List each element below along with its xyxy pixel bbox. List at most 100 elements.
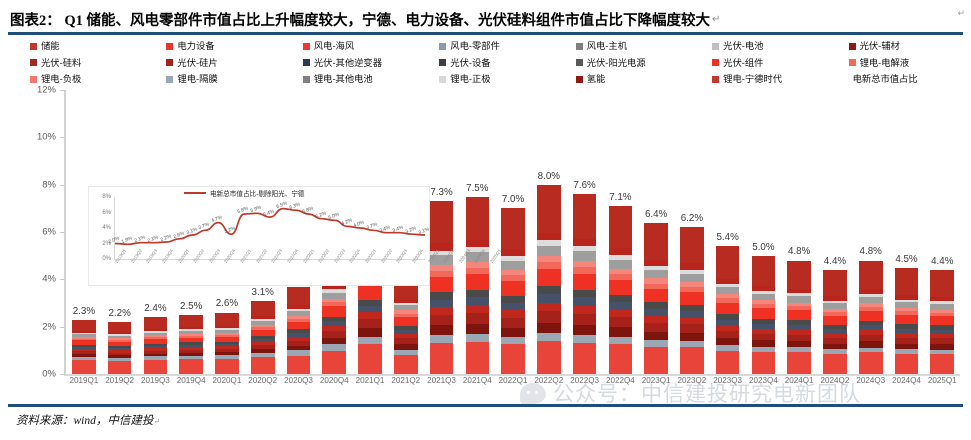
bar-segment: [215, 355, 239, 359]
bar-value-label: 7.1%: [609, 191, 632, 203]
bar-segment: [537, 286, 561, 295]
legend-item[interactable]: 储能: [8, 41, 144, 51]
bar-segment: [393, 298, 418, 303]
bar-column[interactable]: 4.8%: [781, 90, 817, 374]
bar-segment: [823, 329, 847, 334]
bar-segment: [608, 206, 633, 249]
bar-column[interactable]: 2.4%: [138, 90, 174, 374]
bar-stack: [894, 267, 919, 374]
bar-stack: [787, 260, 811, 374]
bar-segment: [322, 298, 347, 303]
bar-segment: [72, 319, 96, 331]
bar-segment: [215, 325, 239, 328]
bar-segment: [501, 302, 525, 311]
bar-column[interactable]: 5.4%: [710, 90, 746, 374]
legend-item[interactable]: 电力设备: [144, 41, 280, 51]
legend-item[interactable]: 光伏-组件: [690, 58, 826, 68]
divider-bottom: [8, 404, 963, 407]
legend-item[interactable]: 电新总市值占比: [827, 74, 963, 84]
bar-segment: [751, 308, 776, 319]
bar-segment: [823, 300, 847, 304]
bar-segment: [644, 322, 668, 332]
bar-value-label: 4.4%: [931, 255, 954, 267]
legend-item[interactable]: 光伏-硅片: [144, 58, 280, 68]
legend-item[interactable]: 光伏-阳光电源: [554, 58, 690, 68]
bar-segment: [608, 295, 633, 303]
bar-segment: [465, 267, 490, 275]
bar-segment: [501, 275, 525, 282]
y-axis-tick-label: 0%: [42, 368, 56, 380]
bar-column[interactable]: 7.0%: [495, 90, 531, 374]
inset-x-axis: 2019Q1 2019Q2 2019Q3 2019Q4 2020Q1 2020Q2 2020…: [114, 248, 502, 284]
legend-item[interactable]: 光伏-电池: [690, 41, 826, 51]
bar-column[interactable]: 7.5%: [459, 90, 495, 374]
bar-column[interactable]: 7.3%: [424, 90, 460, 374]
bar-column[interactable]: 2.2%: [102, 90, 138, 374]
bar-segment: [358, 319, 382, 329]
legend-item[interactable]: 风电-零部件: [417, 41, 553, 51]
bar-column[interactable]: 6.2%: [674, 90, 710, 374]
legend-item[interactable]: 锂电-电解液: [827, 58, 963, 68]
bar-segment: [572, 289, 597, 298]
bar-segment: [858, 306, 883, 311]
legend-swatch-icon: [848, 42, 856, 50]
bar-column[interactable]: 3.1%: [245, 90, 281, 374]
bar-segment: [501, 317, 525, 328]
bar-column[interactable]: 2.6%: [209, 90, 245, 374]
bar-column[interactable]: 6.4%: [638, 90, 674, 374]
x-axis-tick-label: 2025Q1: [927, 376, 957, 385]
bar-segment: [823, 315, 847, 325]
bar-column[interactable]: 5.0%: [746, 90, 782, 374]
legend-item[interactable]: 光伏-硅料: [8, 58, 144, 68]
bar-segment: [322, 326, 347, 332]
bar-stack: [72, 319, 96, 374]
bar-stack: [179, 314, 203, 374]
bar-segment: [644, 270, 668, 279]
bar-segment: [393, 344, 418, 350]
bar-column[interactable]: 4.4%: [924, 90, 960, 374]
legend-item[interactable]: 锂电-正极: [417, 74, 553, 84]
bar-segment: [894, 353, 919, 374]
bar-segment: [465, 274, 490, 291]
bar-segment: [215, 312, 239, 326]
legend-item[interactable]: 锂电-负极: [8, 74, 144, 84]
bar-segment: [465, 334, 490, 343]
bar-segment: [358, 328, 382, 337]
legend-swatch-icon: [848, 59, 856, 67]
bar-segment: [465, 324, 490, 335]
bar-segment: [465, 239, 490, 247]
bar-column[interactable]: 2.3%: [66, 90, 102, 374]
bar-column[interactable]: 3.7%: [281, 90, 317, 374]
legend-item[interactable]: 风电-主机: [554, 41, 690, 51]
legend-item[interactable]: 风电-海风: [281, 41, 417, 51]
bar-segment: [572, 342, 597, 374]
bar-column[interactable]: 7.6%: [567, 90, 603, 374]
bar-segment: [858, 335, 883, 342]
bar-segment: [215, 329, 239, 333]
legend-item[interactable]: 锂电-其他电池: [281, 74, 417, 84]
bar-column[interactable]: 7.1%: [602, 90, 638, 374]
x-axis: 2019Q1 2019Q2 2019Q3 2019Q4 2020Q1 2020Q2 2020…: [66, 376, 960, 396]
bar-segment: [715, 330, 740, 339]
bar-segment: [286, 340, 311, 346]
y-axis-tick-mark: [60, 279, 65, 281]
bar-column[interactable]: 2.5%: [173, 90, 209, 374]
bar-column[interactable]: 4.8%: [853, 90, 889, 374]
inset-y-tick-label: 2%: [102, 240, 111, 247]
bar-column[interactable]: 4.5%: [889, 90, 925, 374]
legend-item[interactable]: 光伏-辅材: [827, 41, 963, 51]
legend-item[interactable]: 锂电-宁德时代: [690, 74, 826, 84]
bar-segment: [107, 348, 132, 351]
bar-segment: [286, 286, 311, 306]
legend-item[interactable]: 光伏-其他逆变器: [281, 58, 417, 68]
bar-column[interactable]: 8.0%: [531, 90, 567, 374]
bar-segment: [250, 300, 275, 317]
inset-y-tick-label: 6%: [102, 209, 111, 216]
bar-segment: [572, 305, 597, 314]
legend-item[interactable]: 光伏-设备: [417, 58, 553, 68]
bar-column[interactable]: 4.4%: [817, 90, 853, 374]
legend-item[interactable]: 氢能: [554, 74, 690, 84]
bar-segment: [250, 352, 275, 358]
bar-segment: [179, 347, 203, 350]
legend-item[interactable]: 锂电-隔膜: [144, 74, 280, 84]
